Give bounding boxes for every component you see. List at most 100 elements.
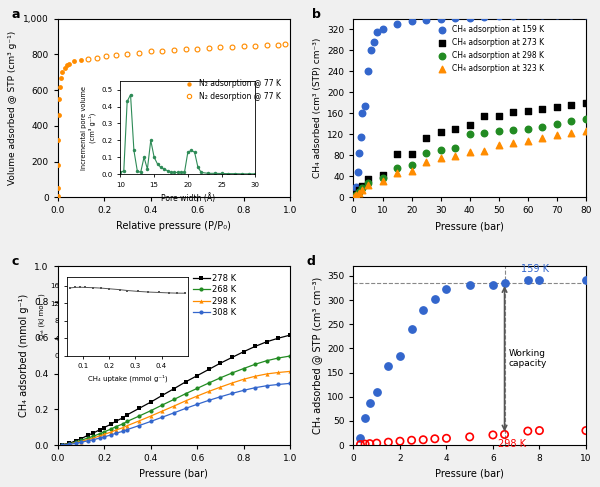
Point (372, 439, 382, 447)
CH₄ adsorption at 323 K (581, 127, 591, 135)
CH₄ adsorption at 323 K (566, 129, 576, 137)
CH₄ adsorption at 159 K (350, 191, 360, 199)
268 K (275, 355, 282, 361)
278 K (158, 393, 166, 398)
278 K (77, 436, 85, 442)
298 K (124, 423, 131, 429)
268 K (217, 375, 224, 381)
CH₄ adsorption at 298 K (538, 124, 547, 131)
CH₄ adsorption at 323 K (378, 177, 388, 185)
268 K (107, 426, 115, 432)
268 K (147, 408, 154, 413)
308 K (275, 381, 282, 387)
N₂ adsorption @ 77 K (56, 84, 64, 90)
CH₄ adsorption at 323 K (358, 186, 367, 193)
CH₄ adsorption at 273 K (352, 190, 361, 198)
CH₄ adsorption at 273 K (465, 121, 475, 129)
278 K (182, 379, 189, 385)
CH₄ adsorption at 298 K (355, 187, 364, 195)
CH₄ adsorption at 273 K (355, 186, 364, 193)
Point (407, 325, 416, 333)
N₂ desorption @ 77 K (112, 52, 119, 58)
N₂ desorption @ 77 K (103, 54, 110, 59)
268 K (59, 442, 66, 448)
CH₄ adsorption at 323 K (508, 139, 518, 147)
N₂ adsorption @ 77 K (84, 56, 91, 61)
N₂ desorption @ 77 K (263, 42, 271, 48)
298 K (107, 429, 115, 435)
298 K (194, 393, 201, 399)
Line: 298 K: 298 K (60, 369, 292, 447)
308 K (107, 432, 115, 438)
298 K (287, 369, 294, 375)
278 K (119, 415, 127, 421)
N₂ adsorption @ 77 K (136, 50, 143, 56)
308 K (263, 383, 271, 389)
N₂ adsorption @ 77 K (103, 54, 110, 59)
N₂ adsorption @ 77 K (55, 112, 62, 118)
268 K (229, 370, 236, 376)
278 K (251, 343, 259, 349)
268 K (182, 391, 189, 397)
CH₄ adsorption at 159 K (421, 16, 431, 23)
CH₄ adsorption at 159 K (360, 103, 370, 111)
308 K (59, 442, 66, 448)
CH₄ adsorption at 273 K (436, 128, 445, 135)
X-axis label: Pressure (bar): Pressure (bar) (435, 468, 504, 479)
Line: 308 K: 308 K (60, 381, 292, 447)
Point (430, 295, 440, 303)
Point (356, 441, 365, 449)
CH₄ adsorption at 323 K (350, 193, 359, 201)
N₂ adsorption @ 77 K (65, 61, 73, 67)
CH₄ adsorption at 159 K (523, 12, 533, 19)
Point (395, 437, 405, 445)
Y-axis label: CH₄ adsorbed @ STP (cm³ cm⁻³): CH₄ adsorbed @ STP (cm³ cm⁻³) (311, 277, 322, 434)
N₂ adsorption @ 77 K (112, 52, 119, 58)
CH₄ adsorption at 298 K (350, 193, 359, 201)
CH₄ adsorption at 159 K (358, 110, 367, 117)
308 K (194, 401, 201, 407)
Line: N₂ adsorption @ 77 K: N₂ adsorption @ 77 K (55, 42, 288, 198)
278 K (170, 386, 178, 392)
308 K (240, 388, 247, 393)
CH₄ adsorption at 273 K (378, 171, 388, 179)
308 K (101, 434, 108, 440)
CH₄ adsorption at 273 K (407, 150, 416, 158)
Text: a: a (11, 8, 20, 21)
Point (442, 434, 451, 442)
N₂ adsorption @ 77 K (59, 69, 66, 75)
N₂ adsorption @ 77 K (170, 47, 178, 53)
308 K (77, 439, 85, 445)
278 K (107, 421, 115, 427)
CH₄ adsorption at 159 K (356, 133, 365, 141)
278 K (194, 373, 201, 378)
CH₄ adsorption at 159 K (355, 149, 364, 157)
N₂ adsorption @ 77 K (275, 42, 282, 48)
278 K (136, 406, 143, 412)
Point (395, 352, 405, 359)
268 K (89, 433, 96, 439)
278 K (65, 440, 73, 446)
CH₄ adsorption at 273 K (552, 103, 562, 111)
268 K (136, 413, 143, 419)
308 K (112, 431, 119, 436)
N₂ adsorption @ 77 K (61, 65, 68, 71)
X-axis label: Relative pressure (P/P₀): Relative pressure (P/P₀) (116, 221, 232, 231)
CH₄ adsorption at 159 K (508, 12, 518, 20)
298 K (101, 431, 108, 437)
298 K (112, 427, 119, 433)
CH₄ adsorption at 159 K (538, 12, 547, 19)
CH₄ adsorption at 298 K (358, 184, 367, 192)
N₂ adsorption @ 77 K (70, 58, 77, 64)
CH₄ adsorption at 298 K (508, 126, 518, 133)
308 K (124, 427, 131, 432)
N₂ adsorption @ 77 K (54, 185, 61, 190)
Y-axis label: Volume adsorbed @ STP (cm³ g⁻¹): Volume adsorbed @ STP (cm³ g⁻¹) (8, 31, 17, 185)
N₂ adsorption @ 77 K (147, 49, 154, 55)
268 K (84, 435, 91, 441)
CH₄ adsorption at 159 K (392, 20, 402, 28)
CH₄ adsorption at 159 K (369, 38, 379, 46)
CH₄ adsorption at 323 K (421, 158, 431, 166)
Point (442, 285, 451, 293)
Point (465, 433, 475, 441)
